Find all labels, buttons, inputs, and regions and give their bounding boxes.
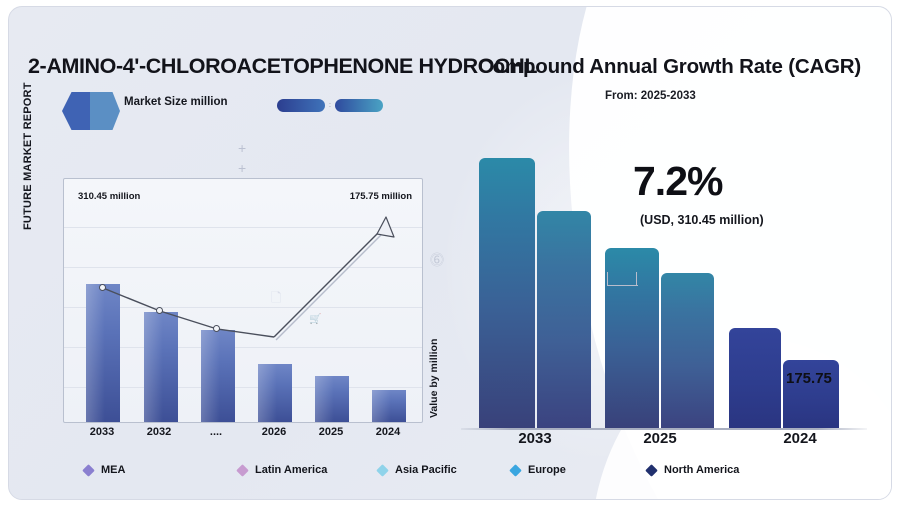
- bar-2024: [372, 390, 406, 422]
- cagr-subvalue: (USD, 310.45 million): [640, 213, 764, 227]
- x-label-2025: 2025: [318, 426, 344, 438]
- right-x-label-2033: 2033: [518, 430, 552, 447]
- region-legend: MEA Latin America Asia Pacific Europe No…: [82, 463, 784, 486]
- right-bar-2033-b: [537, 211, 591, 428]
- x-label-ellipsis: ....: [209, 426, 223, 438]
- right-chart-plot-area: [455, 130, 875, 430]
- right-x-label-2025: 2025: [643, 430, 677, 447]
- left-chart-annotation-end: 175.75 million: [349, 191, 412, 202]
- line-marker: [156, 307, 163, 314]
- right-chart-data-label: 175.75: [786, 370, 832, 387]
- left-chart-x-axis-labels: 2033 2032 .... 2026 2025 2024: [63, 426, 423, 446]
- line-marker: [213, 325, 220, 332]
- legend-label: MEA: [101, 464, 126, 476]
- legend-diamond-icon: [645, 463, 658, 477]
- line-marker: [99, 284, 106, 291]
- legend-diamond-icon: [509, 463, 522, 477]
- bar-ellipsis: [201, 330, 235, 422]
- left-chart-y-axis-label: FUTURE MARKET REPORT: [22, 82, 34, 230]
- gridline: [64, 387, 422, 388]
- cagr-value: 7.2%: [633, 158, 723, 204]
- legend-item-latin-america[interactable]: Latin America: [236, 463, 328, 477]
- decorative-bracket: [607, 272, 638, 286]
- right-x-label-2024: 2024: [783, 430, 817, 447]
- x-label-2032: 2032: [146, 426, 172, 438]
- left-chart-annotation-start: 310.45 million: [78, 191, 141, 202]
- legend-pill-separator: :: [329, 102, 331, 109]
- hexagon-logo-icon: [62, 92, 120, 130]
- bar-2025: [315, 376, 349, 422]
- no-entry-icon: ⓺: [430, 252, 444, 268]
- right-chart-y-axis-label: Value by million: [428, 338, 440, 418]
- bar-2032: [144, 312, 178, 422]
- legend-label: Latin America: [255, 464, 328, 476]
- legend-label: Europe: [528, 464, 566, 476]
- legend-item-north-america[interactable]: North America: [645, 463, 740, 477]
- x-label-2024: 2024: [375, 426, 401, 438]
- legend-pill-primary: [277, 99, 325, 112]
- right-chart-x-axis-labels: 2033 2025 2024: [455, 430, 875, 452]
- legend-item-asia-pacific[interactable]: Asia Pacific: [376, 463, 457, 477]
- plus-icon: +: [238, 160, 247, 176]
- gridline: [64, 307, 422, 308]
- right-bar-2033-a: [479, 158, 535, 428]
- watermark-cart-icon: 🛒: [309, 314, 322, 325]
- right-chart-baseline: [461, 428, 867, 430]
- watermark-document-icon: 🗋: [271, 290, 282, 305]
- legend-diamond-icon: [236, 463, 249, 477]
- bar-2026: [258, 364, 292, 422]
- legend-label: Asia Pacific: [395, 464, 457, 476]
- legend-label: North America: [664, 464, 740, 476]
- x-label-2033: 2033: [89, 426, 115, 438]
- right-bar-2025-a: [605, 248, 659, 428]
- bar-2033: [86, 284, 120, 422]
- page-title-right: Compound Annual Growth Rate (CAGR): [478, 55, 862, 78]
- left-chart-plot-area: 310.45 million 175.75 million 🗋 🛒: [63, 178, 423, 423]
- right-bar-2024-a: [729, 328, 781, 428]
- hexagon-logo-right-shape: [90, 92, 120, 130]
- market-size-legend-label: Market Size million: [124, 96, 228, 108]
- gridline: [64, 347, 422, 348]
- right-bar-2025-b: [661, 273, 714, 428]
- left-chart-trend-line: [102, 216, 395, 341]
- right-bar-2024-b: [783, 360, 839, 428]
- legend-pill-group: :: [277, 99, 383, 112]
- gridline: [64, 267, 422, 268]
- legend-item-europe[interactable]: Europe: [509, 463, 566, 477]
- legend-pill-secondary: [334, 99, 383, 112]
- plus-icon: +: [238, 140, 247, 156]
- page-title-left: 2-AMINO-4'-CHLOROACETOPHENONE HYDROCHL: [28, 54, 538, 78]
- x-label-2026: 2026: [261, 426, 287, 438]
- date-range-subtitle: From: 2025-2033: [605, 90, 696, 102]
- legend-item-mea[interactable]: MEA: [82, 463, 126, 477]
- legend-diamond-icon: [376, 463, 389, 477]
- legend-diamond-icon: [82, 463, 95, 477]
- gridline: [64, 227, 422, 228]
